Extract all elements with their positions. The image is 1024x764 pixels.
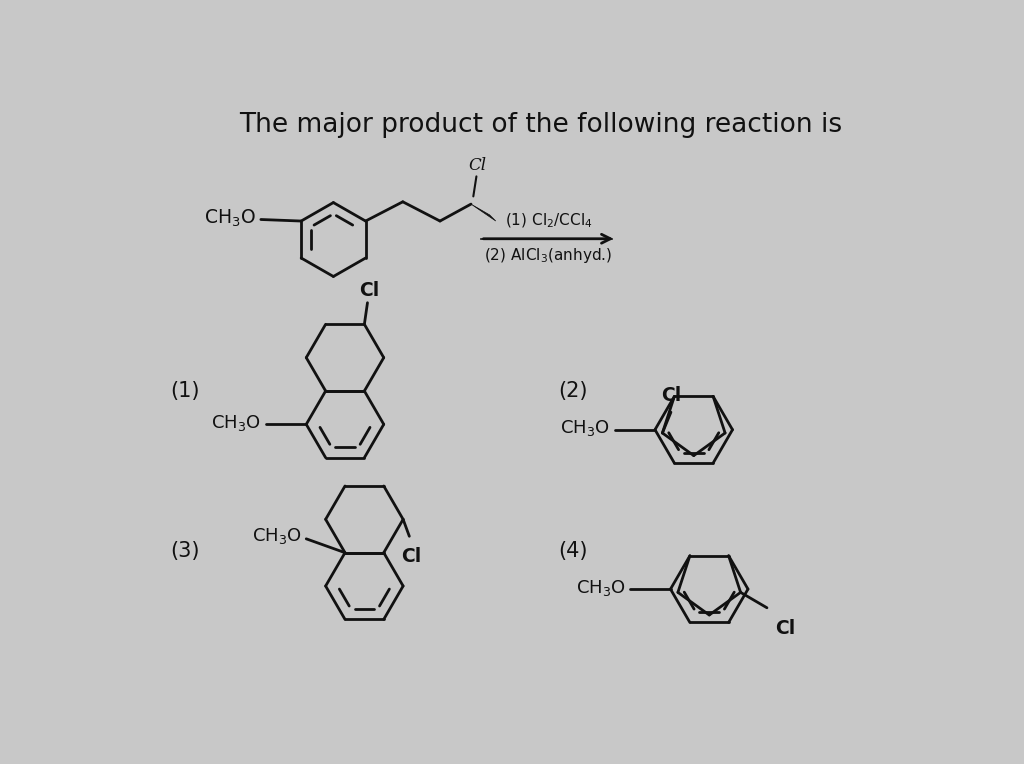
Text: Cl: Cl: [358, 280, 379, 299]
Text: (1) $\mathregular{Cl_2/CCl_4}$: (1) $\mathregular{Cl_2/CCl_4}$: [505, 211, 592, 229]
Polygon shape: [471, 204, 496, 221]
Text: (2) $\mathregular{AlCl_3}$(anhyd.): (2) $\mathregular{AlCl_3}$(anhyd.): [484, 247, 612, 265]
Text: (3): (3): [171, 541, 200, 561]
Text: Cl: Cl: [400, 547, 421, 566]
Text: $\mathregular{CH_3O}$: $\mathregular{CH_3O}$: [575, 578, 626, 597]
Text: $\mathregular{CH_3O}$: $\mathregular{CH_3O}$: [211, 413, 261, 432]
Text: Cl: Cl: [662, 387, 682, 405]
Text: $\mathregular{CH_3O}$: $\mathregular{CH_3O}$: [205, 207, 256, 228]
Text: $\mathregular{CH_3O}$: $\mathregular{CH_3O}$: [252, 526, 302, 545]
Text: Cl: Cl: [468, 157, 486, 174]
Text: $\mathregular{CH_3O}$: $\mathregular{CH_3O}$: [560, 418, 610, 439]
Text: The major product of the following reaction is: The major product of the following react…: [240, 112, 842, 138]
Text: Cl: Cl: [775, 619, 795, 637]
Text: (4): (4): [558, 541, 588, 561]
Text: (2): (2): [558, 381, 588, 401]
Text: (1): (1): [171, 381, 200, 401]
